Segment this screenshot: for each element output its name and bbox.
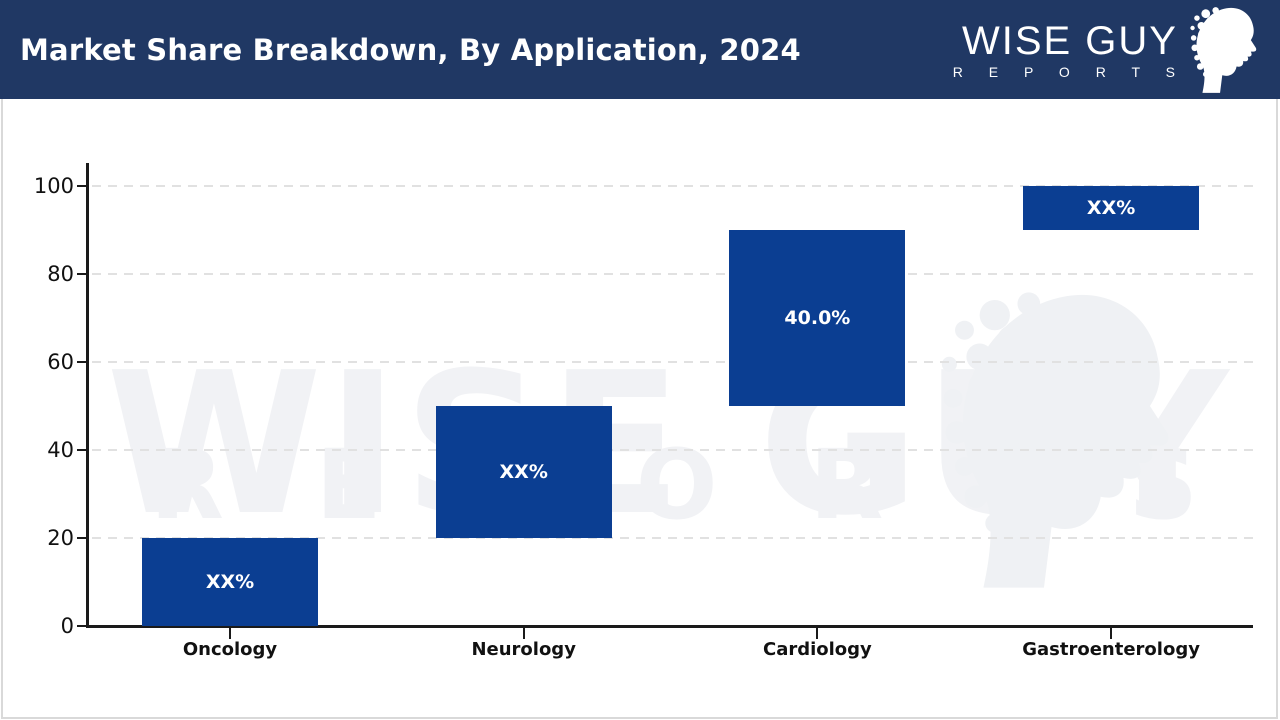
page-title: Market Share Breakdown, By Application, …	[20, 32, 801, 67]
y-tick-label-40: 40	[47, 438, 74, 462]
x-category-label-cardiology: Cardiology	[762, 639, 872, 660]
x-tick-neurology	[522, 628, 525, 639]
brand-head-icon	[1184, 6, 1266, 94]
y-tick-label-100: 100	[33, 174, 74, 198]
x-tick-cardiology	[816, 628, 819, 639]
bar-oncology: XX%	[142, 538, 318, 626]
y-tick-label-80: 80	[47, 262, 74, 286]
y-tick-label-20: 20	[47, 526, 74, 550]
bar-gastroenterology: XX%	[1023, 186, 1200, 230]
gridline-40	[92, 449, 1253, 451]
gridline-100	[92, 185, 1253, 187]
y-tick-0	[77, 625, 87, 627]
bar-value-label-cardiology: 40.0%	[784, 307, 851, 329]
y-tick-60	[77, 361, 87, 363]
y-axis-line	[86, 163, 89, 626]
bar-neurology: XX%	[435, 406, 612, 538]
gridline-60	[92, 361, 1253, 363]
bar-value-label-neurology: XX%	[499, 461, 548, 483]
brand-logo-text: WISE GUY R E P O R T S	[953, 21, 1178, 79]
y-tick-label-0: 0	[60, 614, 74, 638]
x-tick-oncology	[229, 628, 231, 639]
y-tick-100	[77, 185, 87, 187]
gridline-80	[92, 273, 1253, 275]
bar-value-label-gastroenterology: XX%	[1086, 197, 1136, 219]
y-tick-40	[77, 449, 87, 451]
x-axis-line	[86, 625, 1253, 628]
x-category-label-gastroenterology: Gastroenterology	[1022, 639, 1200, 660]
x-category-label-oncology: Oncology	[182, 639, 278, 660]
y-tick-80	[77, 273, 87, 275]
watermark-layer: WISE GUY REPORTS	[0, 99, 1280, 720]
brand-tagline: R E P O R T S	[952, 63, 1186, 80]
header-bar: Market Share Breakdown, By Application, …	[0, 0, 1280, 99]
gridline-20	[92, 537, 1253, 539]
bar-cardiology: 40.0%	[729, 230, 906, 406]
y-tick-20	[77, 537, 87, 539]
y-tick-label-60: 60	[47, 350, 74, 374]
x-tick-gastroenterology	[1110, 628, 1113, 639]
x-category-label-neurology: Neurology	[471, 639, 576, 660]
bar-value-label-oncology: XX%	[205, 571, 255, 593]
brand-name: WISE GUY	[961, 18, 1178, 63]
brand-logo: WISE GUY R E P O R T S	[953, 6, 1266, 94]
